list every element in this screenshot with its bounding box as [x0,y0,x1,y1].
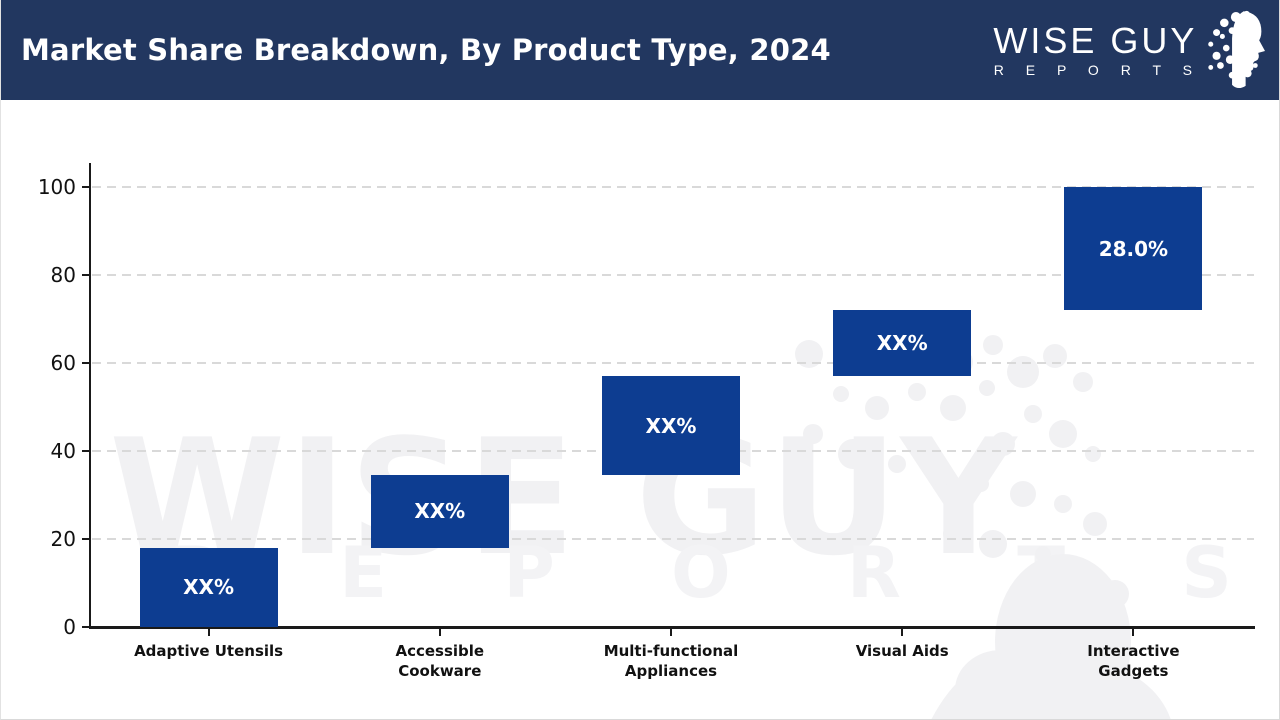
bar-accessible-cookware: XX% [370,475,509,548]
y-tick-mark [82,626,89,628]
header: Market Share Breakdown, By Product Type,… [1,0,1279,100]
y-tick-mark [82,450,89,452]
bar-multi-functional-appliances: XX% [602,376,740,476]
bar-visual-aids: XX% [833,310,972,377]
gridline-y-100 [92,186,1254,188]
bar-adaptive-utensils: XX% [139,547,278,627]
y-tick-mark [82,186,89,188]
x-tick-mark [670,629,672,636]
y-tick-mark [82,362,89,364]
x-tick-mark [207,629,210,636]
x-category-label: Adaptive Utensils [134,642,284,660]
bar-value-label: 28.0% [1098,236,1169,261]
x-category-label: Visual Aids [855,642,949,660]
y-tick-label: 40 [50,439,76,463]
chart-canvas: WISE GUY R E P O R T S [1,100,1279,719]
x-category-label: Accessible Cookware [395,642,485,681]
x-axis-spine [89,626,1255,629]
bar-value-label: XX% [876,331,928,356]
logo-wordmark: WISE GUY [993,19,1198,61]
y-tick-mark [82,274,89,276]
y-tick-label: 100 [37,175,76,199]
wiseguy-logo-text: WISE GUY R E P O R T S [990,19,1201,78]
x-tick-mark [438,629,441,636]
gridline-y-60 [92,362,1254,364]
gridline-y-80 [92,274,1254,276]
y-tick-mark [82,538,89,540]
bar-interactive-gadgets: 28.0% [1064,187,1203,311]
x-category-label: Multi-functional Appliances [603,642,739,681]
y-axis-spine [89,163,91,629]
y-tick-label: 20 [50,527,76,551]
x-tick-mark [1132,629,1135,636]
wiseguy-face-icon [1208,10,1265,89]
gridline-y-20 [92,538,1254,540]
x-category-label: Interactive Gadgets [1087,642,1180,681]
logo-subtitle: R E P O R T S [993,61,1201,78]
bar-value-label: XX% [645,413,697,438]
bar-value-label: XX% [414,499,466,524]
wiseguy-logo: WISE GUY R E P O R T S [990,8,1265,92]
bar-value-label: XX% [183,575,235,600]
chart-title: Market Share Breakdown, By Product Type,… [21,33,831,67]
x-tick-mark [901,629,904,636]
y-tick-label: 80 [50,263,76,287]
y-tick-label: 0 [63,615,76,639]
y-tick-label: 60 [50,351,76,375]
